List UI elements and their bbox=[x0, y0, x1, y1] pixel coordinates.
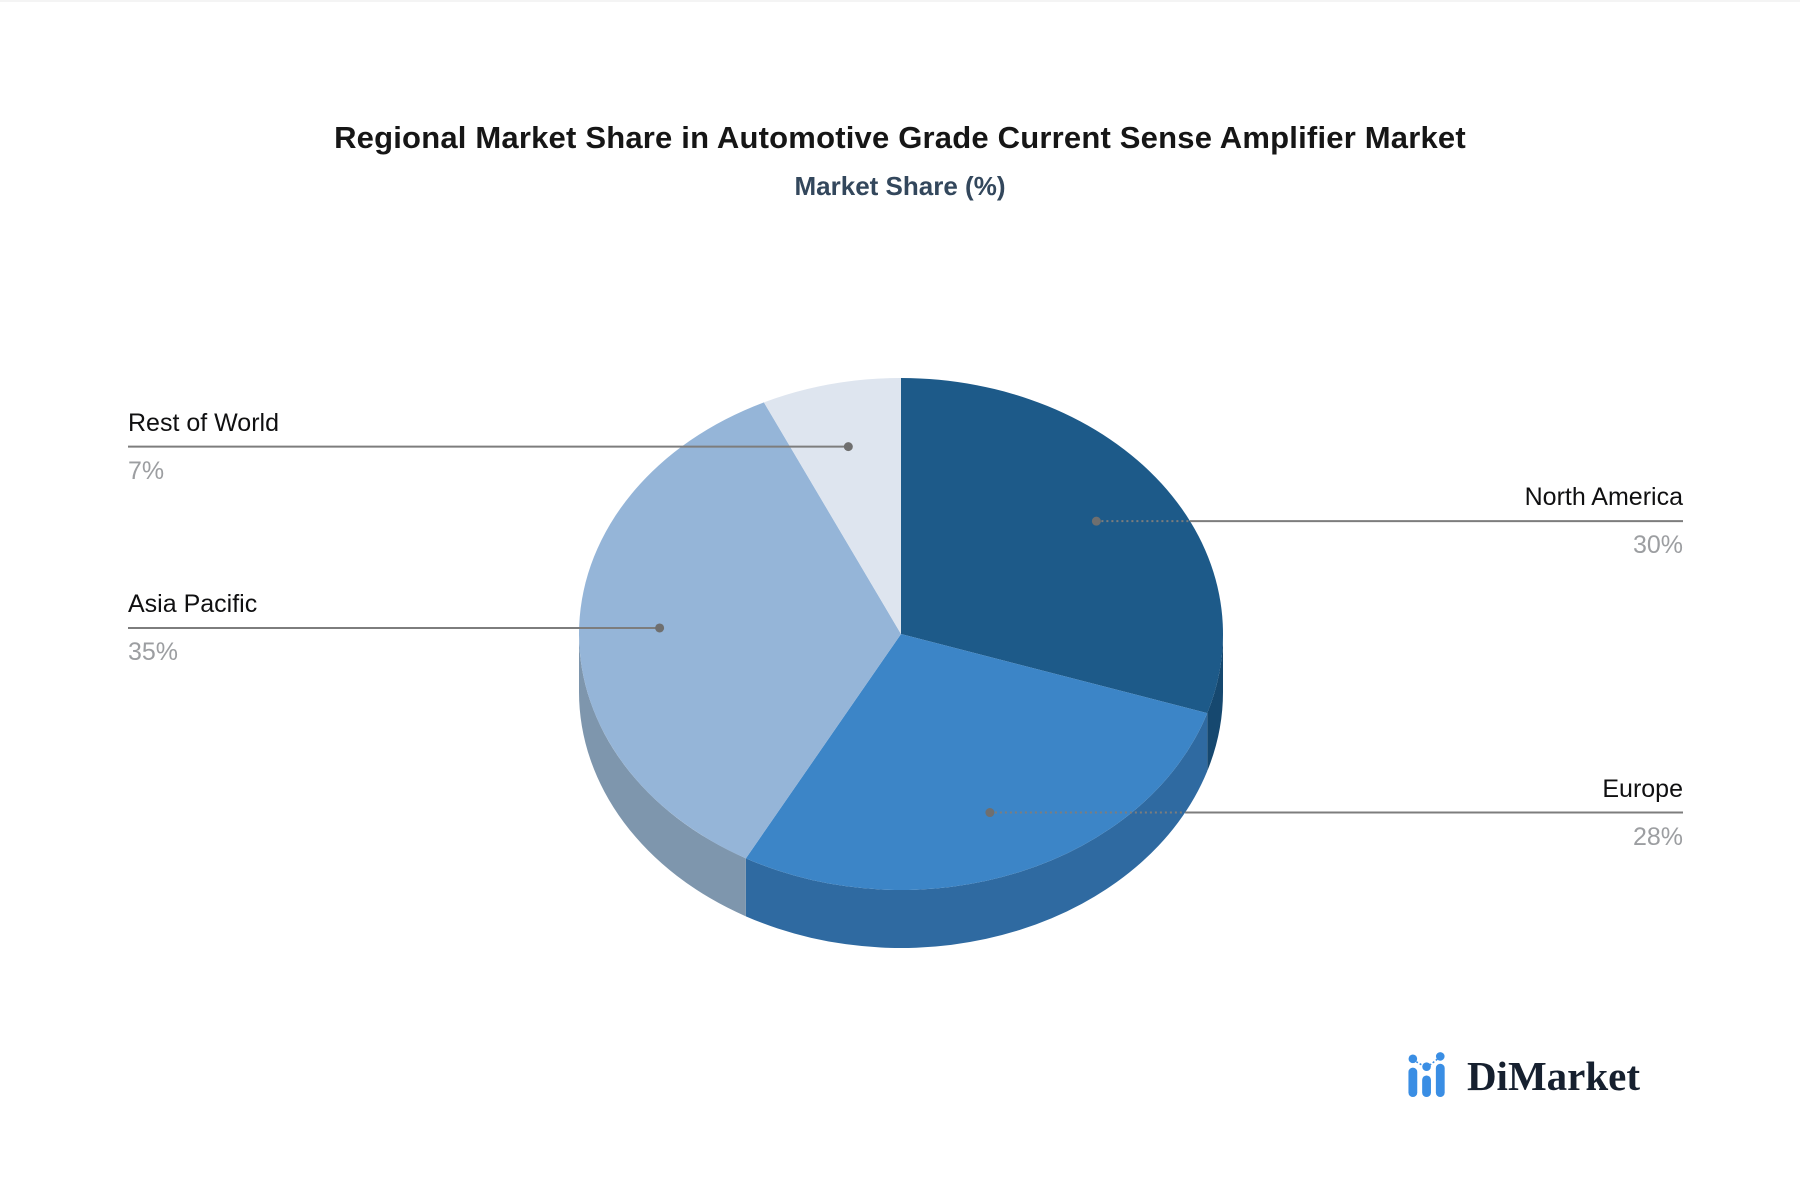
leader-dot-north-america bbox=[1091, 516, 1101, 526]
pie-slice-asia-pacific-side bbox=[579, 634, 746, 917]
pie-slice-rest-of-world[interactable] bbox=[763, 378, 901, 634]
chart-subtitle: Market Share (%) bbox=[794, 171, 1006, 201]
chart-title: Regional Market Share in Automotive Grad… bbox=[334, 120, 1466, 155]
pie-slice-europe[interactable] bbox=[745, 634, 1208, 890]
leader-dot-europe bbox=[985, 808, 995, 818]
pie-slice-europe-side bbox=[745, 713, 1208, 948]
dimarket-logo: DiMarket bbox=[1406, 1046, 1640, 1098]
logo-text: DiMarket bbox=[1466, 1053, 1640, 1099]
leader-dot-rest-of-world bbox=[843, 442, 853, 452]
bar-chart-trend-icon bbox=[1408, 1052, 1445, 1098]
pie-slice-north-america-side bbox=[1207, 634, 1223, 772]
leader-dot-asia-pacific bbox=[655, 623, 665, 633]
pie-slice-asia-pacific[interactable] bbox=[579, 402, 901, 859]
pie-slice-north-america[interactable] bbox=[901, 378, 1224, 714]
